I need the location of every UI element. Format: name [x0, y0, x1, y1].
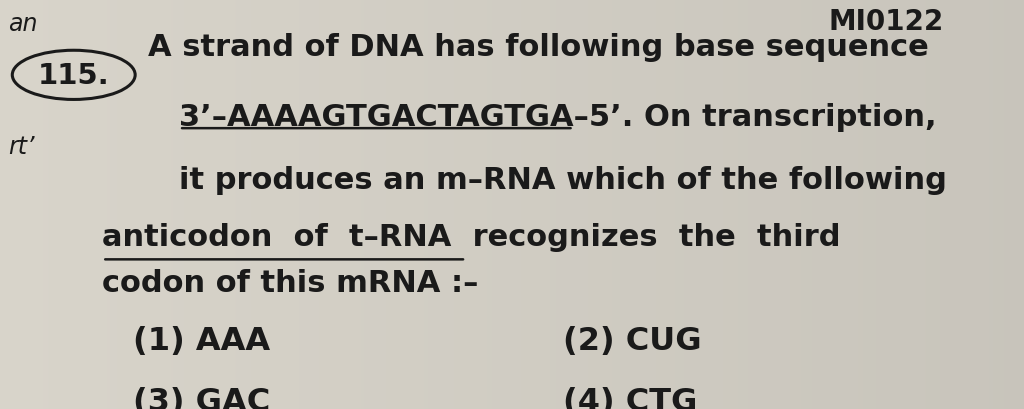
Text: (3) GAC: (3) GAC: [133, 387, 270, 409]
Text: (2) CUG: (2) CUG: [563, 325, 701, 356]
Text: 115.: 115.: [38, 62, 110, 90]
Text: 3’–AAAAGTGACTAGTGA–5’. On transcription,: 3’–AAAAGTGACTAGTGA–5’. On transcription,: [179, 102, 937, 131]
Text: (1) AAA: (1) AAA: [133, 325, 270, 356]
Text: it produces an m–RNA which of the following: it produces an m–RNA which of the follow…: [179, 166, 947, 195]
Text: rt’: rt’: [8, 135, 35, 159]
Text: MI0122: MI0122: [828, 8, 943, 36]
Text: A strand of DNA has following base sequence: A strand of DNA has following base seque…: [148, 33, 929, 62]
Text: anticodon  of  t–RNA  recognizes  the  third: anticodon of t–RNA recognizes the third: [102, 223, 841, 252]
Text: codon of this mRNA :–: codon of this mRNA :–: [102, 268, 479, 297]
Text: an: an: [8, 12, 38, 36]
Text: (4) CTG: (4) CTG: [563, 387, 697, 409]
